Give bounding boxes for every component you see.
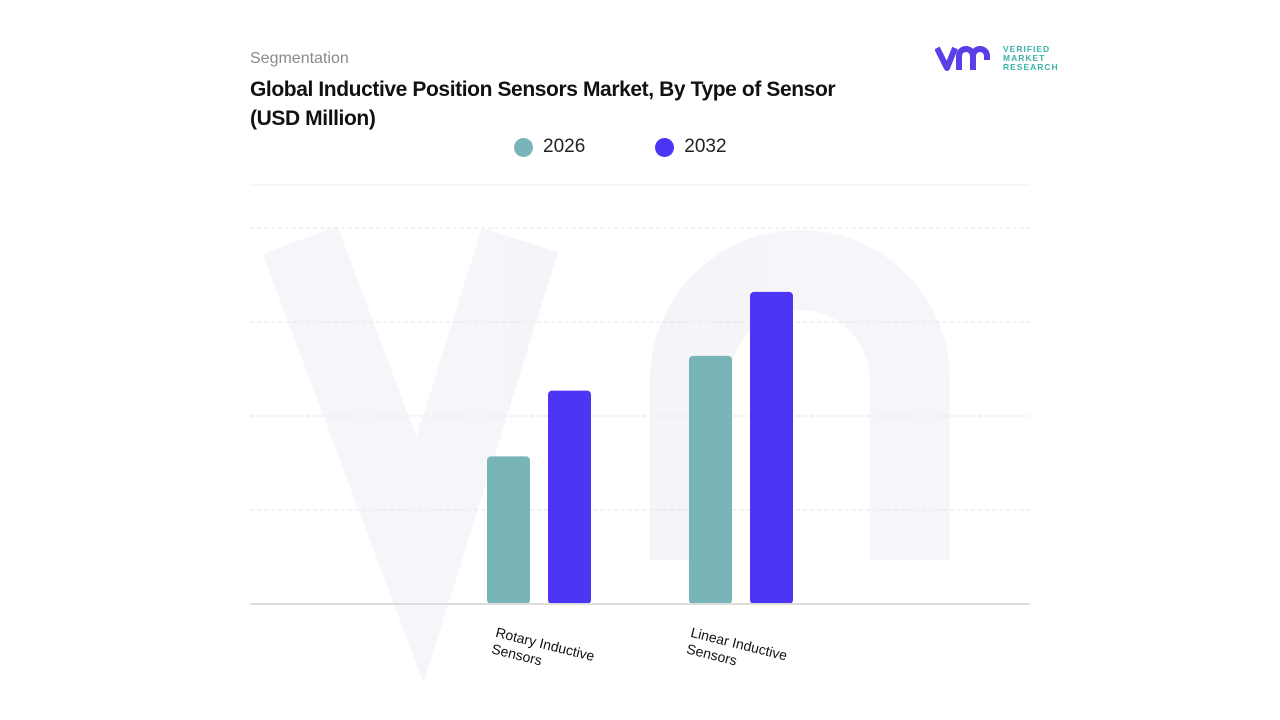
logo-line1: VERIFIED: [1003, 43, 1051, 54]
legend-label-2026: 2026: [543, 136, 586, 157]
legend-item-2026: 2026: [514, 136, 585, 158]
bar-linear-2026: [689, 355, 732, 604]
legend-item-2032: 2032: [655, 136, 727, 158]
logo: VERIFIED MARKET RESEARCH: [935, 44, 1059, 72]
logo-line3: RESEARCH: [1003, 61, 1059, 72]
watermark: [262, 225, 950, 684]
vmr-logo-icon: [935, 46, 990, 71]
legend-label-2032: 2032: [684, 136, 727, 157]
chart-title: Global Inductive Position Sensors Market…: [250, 78, 836, 130]
legend-swatch-2032: [655, 137, 675, 157]
legend: 2026 2032: [514, 136, 727, 158]
bar-linear-2032: [750, 291, 793, 604]
legend-swatch-2026: [514, 137, 533, 157]
logo-line2: MARKET: [1003, 52, 1046, 63]
bar-rotary-2026: [487, 456, 530, 604]
bar-rotary-2032: [548, 390, 591, 604]
segment-label: Segmentation: [250, 50, 349, 67]
